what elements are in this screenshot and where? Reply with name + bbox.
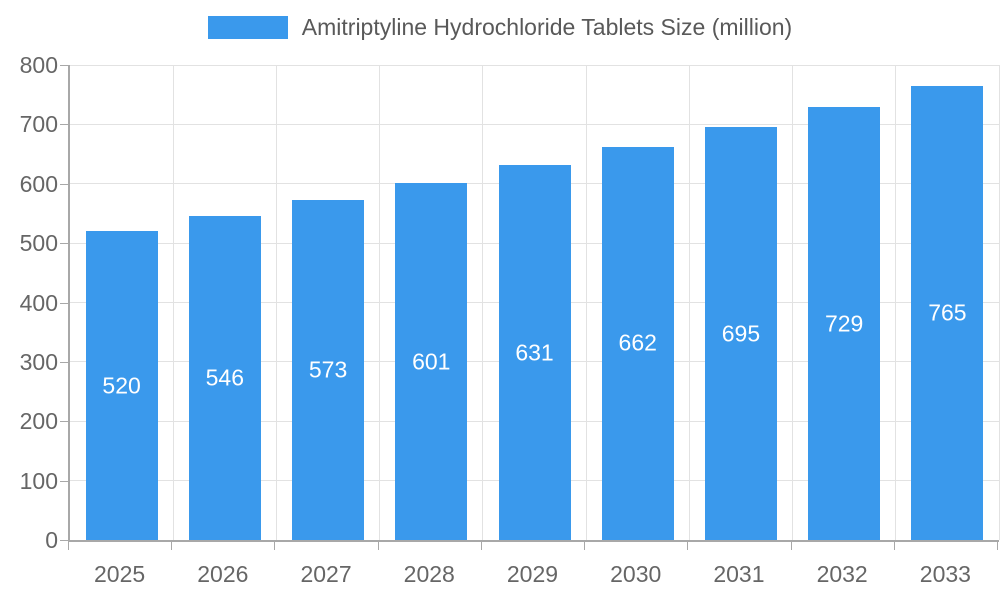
gridline-horizontal [70,123,999,125]
bar[interactable]: 520 [85,231,158,540]
bar-value-label: 546 [205,364,245,391]
x-axis-tick [687,542,689,550]
bar-value-label: 765 [928,299,967,326]
x-axis-tick [274,542,276,550]
bar-value-label: 601 [412,348,451,375]
x-axis-tick [997,542,998,550]
bar[interactable]: 546 [188,215,261,540]
x-axis-tick [893,542,895,550]
y-tick-label: 0 [45,527,58,553]
y-axis-tick [60,421,68,423]
x-tick-label: 2029 [506,561,559,587]
x-axis-tick [790,542,792,550]
bar-value-label: 520 [102,372,141,399]
bar[interactable]: 573 [292,199,365,540]
bar-value-label: 662 [618,329,657,356]
gridline-horizontal [70,64,999,66]
x-tick-label: 2032 [816,561,868,587]
bar[interactable]: 729 [808,107,881,540]
gridline-vertical [275,65,277,540]
bar-value-label: 695 [721,320,761,347]
x-axis-tick [68,542,69,550]
bar[interactable]: 662 [601,146,674,540]
y-tick-label: 600 [19,170,58,197]
x-tick-label: 2025 [94,561,146,587]
y-tick-label: 800 [19,52,58,78]
y-axis-tick [60,361,68,363]
x-tick-label: 2026 [197,561,249,587]
gridline-vertical [688,65,690,540]
y-tick-label: 500 [19,230,58,257]
y-axis-tick [60,302,68,304]
x-tick-label: 2027 [300,561,352,587]
y-tick-label: 200 [19,408,58,435]
bar[interactable]: 695 [704,127,777,540]
y-axis-tick [60,183,68,185]
gridline-vertical [998,65,1000,540]
gridline-vertical [792,65,794,540]
bar-value-label: 631 [515,339,554,366]
y-tick-label: 300 [19,348,58,375]
x-tick-label: 2031 [713,561,765,587]
bar-value-label: 729 [824,310,864,337]
gridline-vertical [895,65,897,540]
y-tick-label: 700 [19,111,58,138]
gridline-vertical [482,65,484,540]
x-axis-tick [480,542,482,550]
y-axis-tick [60,243,68,245]
y-axis-tick [60,124,68,126]
chart-legend[interactable]: Amitriptyline Hydrochloride Tablets Size… [0,14,1000,41]
plot-area: 520 546 573 601 631 662 695 729 765 [68,64,1000,542]
bar[interactable]: 601 [395,183,468,540]
legend-label[interactable]: Amitriptyline Hydrochloride Tablets Size… [301,14,793,40]
x-axis-tick [377,542,379,550]
gridline-vertical [585,65,587,540]
x-tick-label: 2030 [610,561,662,587]
y-axis-tick [60,540,68,541]
x-axis-tick [584,542,586,550]
bar[interactable]: 765 [911,85,984,540]
gridline-vertical [172,65,174,540]
bar-value-label: 573 [308,356,348,383]
y-tick-label: 400 [19,289,58,316]
y-tick-label: 100 [19,467,58,494]
x-axis-tick [171,542,173,550]
gridline-vertical [379,65,381,540]
y-axis-tick [60,480,68,482]
bar[interactable]: 631 [498,165,571,540]
y-axis-tick [60,65,68,66]
x-tick-label: 2028 [403,561,455,587]
legend-swatch[interactable] [207,16,288,39]
x-tick-label: 2033 [919,561,971,587]
